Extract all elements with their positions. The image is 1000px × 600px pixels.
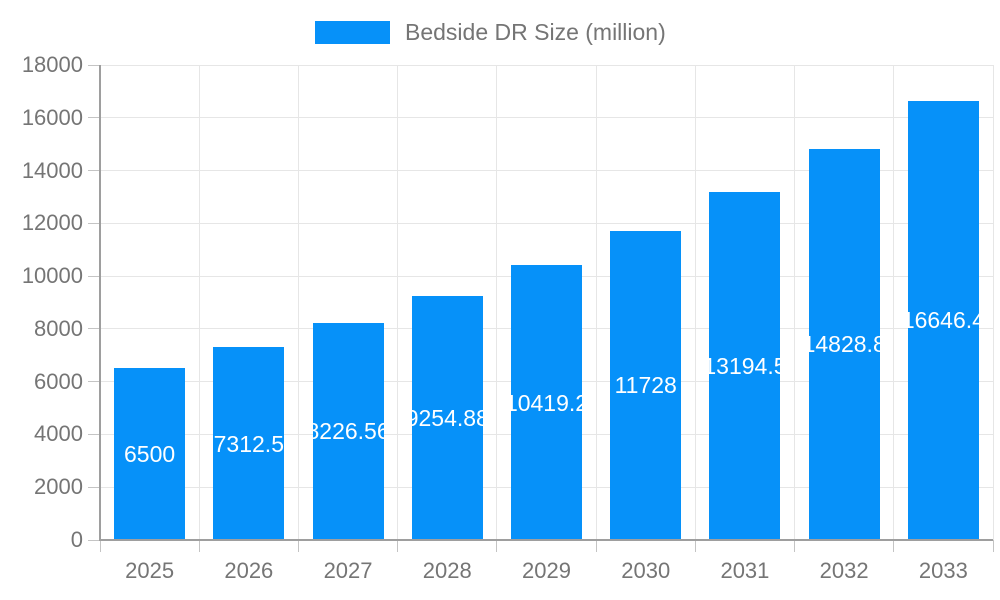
y-tick-label: 4000 — [34, 421, 83, 447]
y-tick-mark — [88, 486, 100, 488]
bar[interactable]: 11728 — [610, 230, 682, 540]
y-gridline — [100, 117, 993, 119]
x-tick-mark — [694, 540, 696, 552]
y-tick-mark — [88, 170, 100, 172]
bar-value-label: 16646.4 — [907, 307, 979, 334]
y-tick-label: 2000 — [34, 474, 83, 500]
y-gridline — [100, 64, 993, 66]
x-tick-label: 2026 — [224, 558, 274, 583]
bar[interactable]: 8226.56 — [312, 322, 384, 540]
x-tick-mark — [794, 540, 796, 552]
x-tick-mark — [297, 540, 299, 552]
x-gridline — [297, 65, 299, 540]
bar-value-label: 13194.5 — [709, 352, 781, 379]
y-tick-mark — [88, 328, 100, 330]
y-tick-label: 0 — [70, 527, 83, 552]
y-tick-label: 18000 — [21, 52, 83, 77]
bar-value-label: 8226.56 — [312, 418, 384, 445]
y-tick-label: 14000 — [21, 157, 83, 183]
bar[interactable]: 16646.4 — [907, 100, 979, 540]
legend-label: Bedside DR Size (million) — [405, 19, 666, 45]
y-tick-label: 6000 — [34, 368, 83, 394]
y-tick-mark — [88, 381, 100, 383]
y-tick-mark — [88, 275, 100, 277]
y-gridline — [100, 170, 993, 172]
x-tick-mark — [496, 540, 498, 552]
legend[interactable]: Bedside DR Size (million) — [315, 21, 666, 44]
x-gridline — [794, 65, 796, 540]
x-tick-mark — [893, 540, 895, 552]
x-tick-label: 2027 — [323, 558, 373, 583]
x-tick-mark — [198, 540, 200, 552]
x-tick-label: 2028 — [422, 558, 472, 583]
y-gridline — [100, 222, 993, 224]
bar-value-label: 14828.8 — [808, 331, 880, 358]
bar[interactable]: 13194.5 — [709, 191, 781, 540]
y-tick-mark — [88, 117, 100, 119]
bar[interactable]: 7312.5 — [213, 347, 285, 540]
x-tick-label: 2033 — [918, 558, 968, 583]
y-tick-mark — [88, 64, 100, 66]
bar[interactable]: 10419.2 — [511, 265, 582, 540]
y-tick-label: 10000 — [21, 263, 83, 289]
x-gridline — [496, 65, 498, 540]
x-gridline — [992, 65, 994, 540]
x-gridline — [397, 65, 399, 540]
bar-value-label: 6500 — [124, 441, 176, 468]
y-tick-mark — [88, 433, 100, 435]
y-tick-label: 12000 — [21, 210, 83, 236]
x-tick-label: 2030 — [621, 558, 671, 583]
x-tick-label: 2031 — [720, 558, 770, 583]
x-tick-mark — [99, 540, 101, 552]
x-axis-line — [99, 539, 993, 541]
bar-value-label: 9254.88 — [411, 404, 483, 431]
x-tick-label: 2029 — [522, 558, 571, 583]
y-tick-label: 8000 — [34, 315, 83, 341]
x-gridline — [694, 65, 696, 540]
x-gridline — [893, 65, 895, 540]
bar-value-label: 10419.2 — [511, 389, 582, 416]
x-tick-label: 2032 — [819, 558, 869, 583]
y-tick-label: 16000 — [21, 104, 83, 130]
y-tick-mark — [88, 539, 100, 541]
bar[interactable]: 9254.88 — [411, 295, 483, 540]
x-tick-mark — [992, 540, 994, 552]
bar[interactable]: 14828.8 — [808, 148, 880, 540]
x-tick-mark — [595, 540, 597, 552]
x-tick-mark — [397, 540, 399, 552]
y-axis-line — [99, 65, 101, 541]
bar-value-label: 7312.5 — [213, 430, 284, 457]
y-tick-mark — [88, 222, 100, 224]
x-gridline — [595, 65, 597, 540]
legend-swatch — [315, 21, 390, 44]
bar[interactable]: 6500 — [114, 368, 186, 540]
bar-value-label: 11728 — [614, 372, 677, 399]
x-gridline — [198, 65, 200, 540]
x-tick-label: 2025 — [125, 558, 175, 583]
